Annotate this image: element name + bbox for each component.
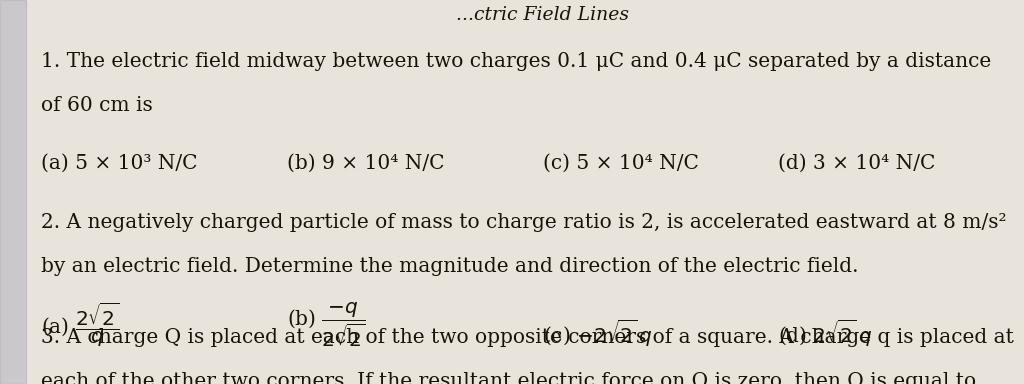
Text: 1. The electric field midway between two charges 0.1 μC and 0.4 μC separated by : 1. The electric field midway between two… bbox=[41, 52, 991, 71]
Text: 3. A charge Q is placed at each of the two opposite corners of a square. A charg: 3. A charge Q is placed at each of the t… bbox=[41, 328, 1014, 347]
Text: (a) 5 × 10³ N/C: (a) 5 × 10³ N/C bbox=[41, 154, 198, 172]
Text: (a) $\dfrac{2\sqrt{2}}{q}$: (a) $\dfrac{2\sqrt{2}}{q}$ bbox=[41, 301, 119, 349]
Text: of 60 cm is: of 60 cm is bbox=[41, 96, 153, 115]
Text: (b) 9 × 10⁴ N/C: (b) 9 × 10⁴ N/C bbox=[287, 154, 444, 172]
Text: (d) $2\sqrt{2}\,q$: (d) $2\sqrt{2}\,q$ bbox=[778, 318, 872, 349]
Text: (b) $\dfrac{-q}{2\sqrt{2}}$: (b) $\dfrac{-q}{2\sqrt{2}}$ bbox=[287, 301, 366, 349]
Text: (c) 5 × 10⁴ N/C: (c) 5 × 10⁴ N/C bbox=[543, 154, 698, 172]
Text: ...ctric Field Lines: ...ctric Field Lines bbox=[457, 6, 629, 24]
Text: (c) $-2\sqrt{2}\,q$: (c) $-2\sqrt{2}\,q$ bbox=[543, 318, 652, 349]
Text: (d) 3 × 10⁴ N/C: (d) 3 × 10⁴ N/C bbox=[778, 154, 936, 172]
Text: 2. A negatively charged particle of mass to charge ratio is 2, is accelerated ea: 2. A negatively charged particle of mass… bbox=[41, 213, 1007, 232]
Text: by an electric field. Determine the magnitude and direction of the electric fiel: by an electric field. Determine the magn… bbox=[41, 257, 858, 276]
Bar bbox=[0, 0, 26, 384]
Text: each of the other two corners. If the resultant electric force on Q is zero, the: each of the other two corners. If the re… bbox=[41, 372, 976, 384]
